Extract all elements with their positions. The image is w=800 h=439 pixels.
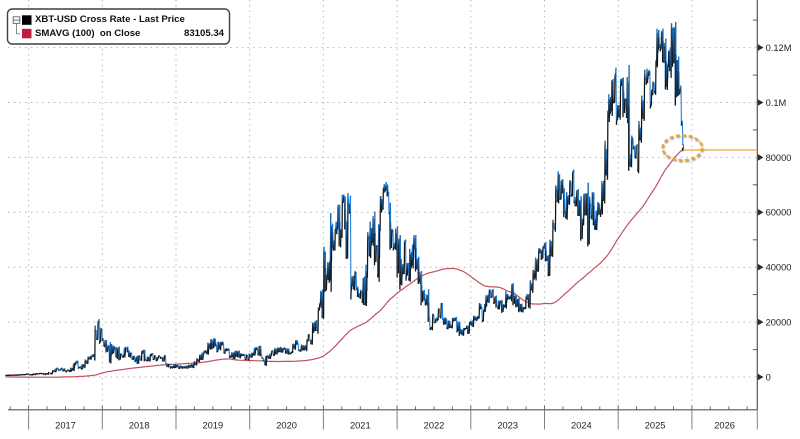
- svg-text:0.12M: 0.12M: [766, 43, 792, 53]
- svg-text:2025: 2025: [645, 420, 666, 430]
- svg-text:40000: 40000: [766, 263, 792, 273]
- svg-text:0.1M: 0.1M: [766, 98, 787, 108]
- svg-text:2024: 2024: [571, 420, 592, 430]
- svg-text:2020: 2020: [276, 420, 297, 430]
- svg-text:2019: 2019: [202, 420, 223, 430]
- svg-text:83105.34: 83105.34: [184, 28, 225, 39]
- svg-text:2026: 2026: [714, 420, 735, 430]
- svg-text:SMAVG (100) on Close: SMAVG (100) on Close: [35, 28, 140, 39]
- svg-text:2017: 2017: [55, 420, 76, 430]
- svg-text:0: 0: [766, 372, 771, 382]
- svg-text:2021: 2021: [350, 420, 371, 430]
- svg-text:80000: 80000: [766, 153, 792, 163]
- svg-text:20000: 20000: [766, 318, 792, 328]
- svg-text:2018: 2018: [129, 420, 150, 430]
- svg-text:2023: 2023: [497, 420, 518, 430]
- svg-text:2022: 2022: [424, 420, 445, 430]
- svg-text:XBT-USD Cross Rate - Last Pric: XBT-USD Cross Rate - Last Price: [35, 14, 185, 25]
- svg-text:60000: 60000: [766, 208, 792, 218]
